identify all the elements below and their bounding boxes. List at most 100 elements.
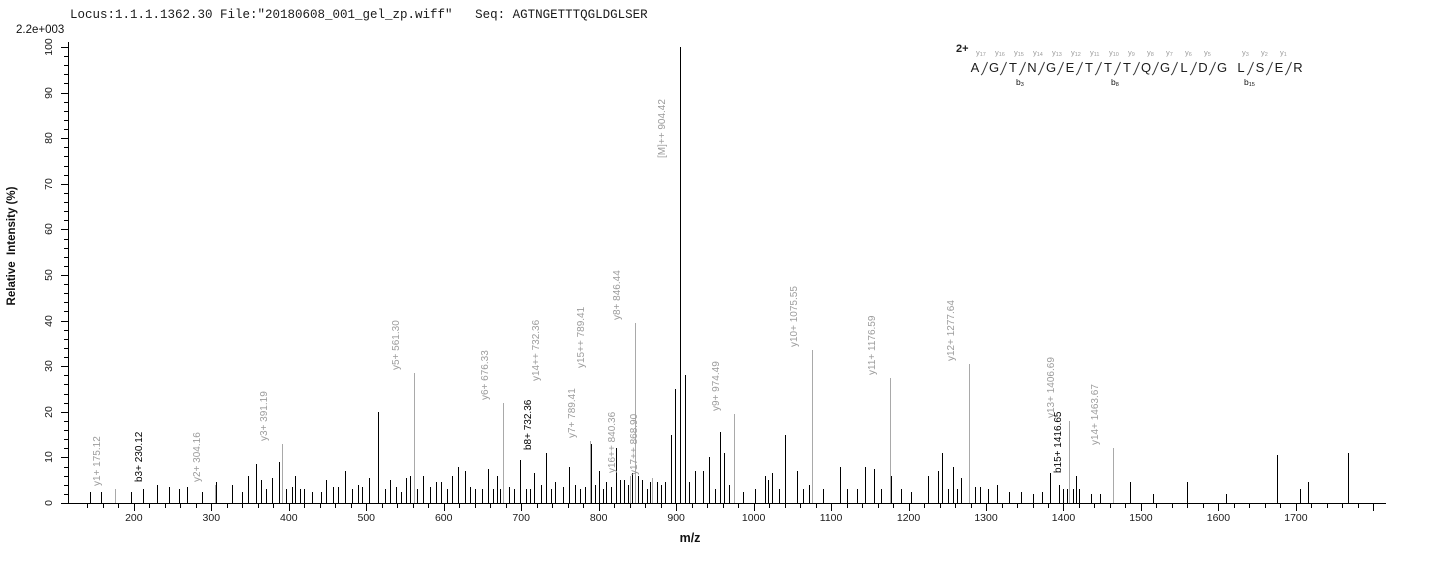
y-axis-tick bbox=[64, 211, 68, 213]
cleavage-mark-icon bbox=[1094, 61, 1102, 76]
y-axis-tick bbox=[64, 83, 68, 85]
cleavage-mark-icon bbox=[1056, 61, 1064, 76]
peak bbox=[1059, 484, 1060, 503]
y-axis-tick-label: 10 bbox=[43, 451, 55, 464]
peak bbox=[417, 489, 418, 503]
y-axis-tick-label: 70 bbox=[43, 177, 55, 190]
peak bbox=[279, 461, 280, 503]
x-axis-tick bbox=[1140, 504, 1142, 511]
fragment-ion-label: y2+ 304.16 bbox=[192, 431, 203, 482]
peak bbox=[881, 489, 882, 503]
cleavage-gap: y8 bbox=[1147, 48, 1160, 76]
peak bbox=[321, 491, 322, 503]
fragment-ion-label: y17++ 868.90 bbox=[629, 413, 640, 475]
peak bbox=[632, 473, 633, 503]
y-axis-tick bbox=[64, 338, 68, 340]
y-axis-tick bbox=[64, 293, 68, 295]
x-axis-tick bbox=[707, 504, 709, 508]
x-axis-tick-label: 900 bbox=[667, 512, 685, 524]
peak bbox=[295, 475, 296, 503]
x-axis-tick bbox=[1048, 504, 1049, 508]
x-axis-tick bbox=[1078, 504, 1080, 508]
x-axis-tick bbox=[846, 504, 848, 508]
residue-letter: G bbox=[1046, 60, 1057, 75]
x-axis-tick bbox=[784, 504, 786, 508]
fragment-ion-line bbox=[546, 452, 547, 503]
x-axis-tick bbox=[1311, 504, 1313, 508]
peak bbox=[675, 389, 676, 503]
x-axis-tick bbox=[738, 504, 740, 508]
residue-letter: E bbox=[1065, 60, 1075, 75]
fragment-ion-label: y14+ 1463.67 bbox=[1090, 384, 1101, 446]
peak bbox=[661, 484, 662, 503]
cleavage-gap: y9 bbox=[1128, 48, 1141, 76]
peak bbox=[715, 489, 716, 503]
y-ion-ladder-label: y3 bbox=[1242, 48, 1249, 58]
y-axis-tick bbox=[64, 220, 68, 222]
x-axis-tick bbox=[1017, 504, 1018, 508]
y-axis-tick bbox=[64, 56, 68, 58]
x-axis-tick bbox=[490, 504, 492, 508]
fragment-ion-label: y16++ 840.36 bbox=[607, 411, 618, 473]
y-axis-tick bbox=[64, 475, 68, 477]
peak bbox=[1300, 489, 1301, 503]
y-axis-tick bbox=[64, 165, 68, 167]
fragment-ion-line bbox=[635, 322, 636, 503]
peak bbox=[606, 482, 607, 503]
y-axis-tick bbox=[64, 493, 68, 495]
peak bbox=[703, 471, 704, 503]
cleavage-gap: y5 bbox=[1204, 48, 1217, 76]
y-axis-tick bbox=[64, 393, 68, 395]
x-axis-tick bbox=[195, 504, 197, 508]
peak bbox=[928, 475, 929, 503]
y-axis-tick bbox=[64, 74, 68, 76]
peak bbox=[232, 484, 233, 503]
y-ion-ladder-label: y6 bbox=[1185, 48, 1192, 58]
fragment-ion-label: y12+ 1277.64 bbox=[946, 300, 957, 361]
y-axis-tick bbox=[64, 466, 68, 468]
peak bbox=[530, 489, 531, 503]
x-axis-tick bbox=[645, 504, 647, 508]
cleavage-mark-icon bbox=[1075, 61, 1083, 76]
spectrum-header: Locus:1.1.1.1362.30 File:"20180608_001_g… bbox=[70, 8, 648, 22]
peak bbox=[333, 487, 334, 503]
y-ion-ladder-label: y11 bbox=[1090, 48, 1100, 58]
residue-letter: T bbox=[1123, 60, 1131, 75]
peak bbox=[975, 487, 976, 503]
x-axis-tick bbox=[521, 504, 523, 511]
peak bbox=[292, 487, 293, 503]
x-axis-tick bbox=[1280, 504, 1282, 508]
y-axis-tick bbox=[64, 384, 68, 386]
cleavage-mark-icon bbox=[1018, 61, 1026, 76]
y-axis-tick-label: 0 bbox=[43, 500, 55, 506]
peak bbox=[988, 489, 989, 503]
fragment-ion-line bbox=[1069, 420, 1070, 503]
peak bbox=[90, 491, 91, 503]
peak bbox=[709, 457, 710, 503]
peak bbox=[187, 487, 188, 503]
x-axis-tick bbox=[1187, 504, 1189, 508]
peak bbox=[743, 491, 744, 503]
peak bbox=[685, 375, 686, 503]
peak bbox=[378, 411, 379, 503]
y-axis-title: Relative Intensity (%) bbox=[6, 186, 18, 306]
y-axis-tick bbox=[64, 110, 68, 112]
x-axis-tick bbox=[908, 504, 910, 511]
x-axis-tick-label: 1500 bbox=[1129, 512, 1153, 524]
peak bbox=[1073, 489, 1074, 503]
fragment-ion-label: y14++ 732.36 bbox=[531, 320, 542, 382]
peak bbox=[475, 489, 476, 503]
y-axis-tick bbox=[61, 457, 68, 459]
x-axis-tick bbox=[831, 504, 833, 511]
peak bbox=[865, 466, 866, 503]
y-axis-tick-label: 50 bbox=[43, 269, 55, 281]
peak bbox=[953, 466, 954, 503]
peak bbox=[465, 471, 466, 503]
peak bbox=[179, 489, 180, 503]
x-axis-tick bbox=[1342, 504, 1344, 508]
peak bbox=[430, 487, 431, 503]
peak bbox=[482, 489, 483, 503]
peak bbox=[720, 432, 721, 503]
fragment-ion-line bbox=[157, 484, 158, 503]
x-axis-tick bbox=[412, 504, 414, 508]
